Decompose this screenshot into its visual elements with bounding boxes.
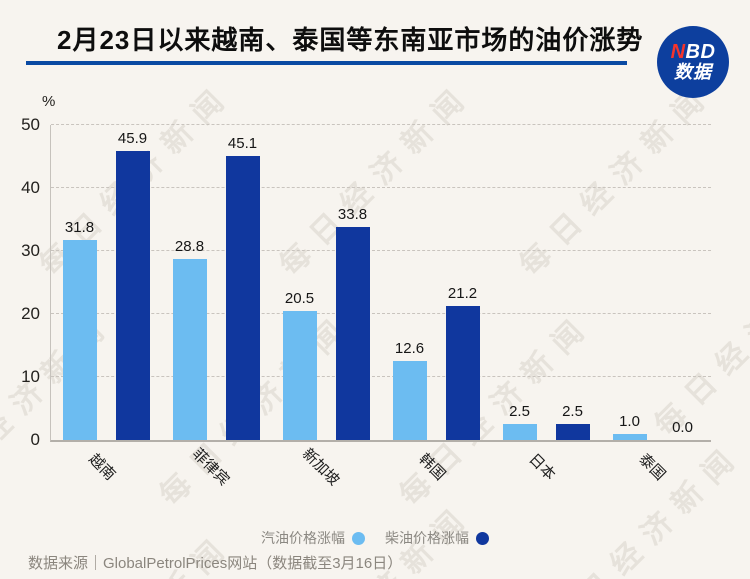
gridline (51, 250, 711, 251)
x-tick-label: 越南 (85, 450, 119, 484)
legend: 汽油价格涨幅 柴油价格涨幅 (0, 528, 750, 548)
y-axis-ticks: 0 10 20 30 40 50 (0, 116, 45, 449)
legend-item: 汽油价格涨幅 (261, 528, 365, 548)
bar: 45.9 (115, 130, 150, 440)
bar-value-label: 2.5 (509, 403, 530, 421)
bar-value-label: 21.2 (447, 285, 478, 303)
y-tick-label: 0 (30, 430, 40, 449)
bar-group: 28.8 45.1 (161, 125, 271, 440)
bar-value-label: 0.0 (672, 419, 693, 436)
bar-group: 12.6 21.2 (381, 125, 491, 440)
nbd-logo-subtext: 数据 (674, 62, 712, 83)
bar-value-label: 20.5 (284, 289, 315, 307)
bar-group: 20.5 33.8 (271, 125, 381, 440)
x-tick-label: 新加坡 (298, 445, 343, 490)
bar: 1.0 (612, 413, 647, 440)
bar: 33.8 (335, 206, 370, 440)
gridline (51, 313, 711, 314)
x-axis-labels: 越南 菲律宾 新加坡 韩国 日本 泰国 (50, 440, 710, 510)
bar-value-label: 45.9 (117, 129, 148, 147)
bar-group: 2.5 2.5 (491, 125, 601, 440)
gridline (51, 376, 711, 377)
bar: 2.5 (502, 403, 537, 440)
bar: 28.8 (172, 238, 207, 440)
nbd-logo-n: N (670, 41, 686, 64)
legend-label: 汽油价格涨幅 (261, 530, 345, 546)
x-tick-label: 菲律宾 (188, 445, 233, 490)
legend-marker (476, 531, 489, 545)
y-tick-label: 20 (21, 304, 40, 323)
bar-groups: 31.8 45.9 28.8 45.1 20.5 33.8 12.6 21.2 2.5 2.5 1.… (51, 125, 711, 440)
x-tick-label: 日本 (525, 450, 559, 484)
bar-value-label: 33.8 (337, 206, 368, 224)
y-tick-label: 10 (21, 367, 40, 386)
legend-marker (352, 531, 365, 545)
bar-value-label: 28.8 (174, 237, 205, 255)
bar-value-label: 45.1 (227, 134, 258, 152)
data-source-note: 数据来源｜GlobalPetrolPrices网站（数据截至3月16日） (28, 555, 403, 572)
bar: 31.8 (62, 219, 97, 440)
nbd-logo: NBD 数据 (657, 26, 729, 98)
bar: 20.5 (282, 290, 317, 440)
bar: 45.1 (225, 135, 260, 440)
nbd-logo-text: NBD (671, 42, 716, 63)
bar-group: 31.8 45.9 (51, 125, 161, 440)
bar: 12.6 (392, 340, 427, 440)
bar: 2.5 (555, 403, 590, 440)
bar-value-label: 31.8 (64, 218, 95, 236)
y-tick-label: 30 (21, 241, 40, 260)
legend-item: 柴油价格涨幅 (385, 528, 489, 548)
bar-value-label: 12.6 (394, 339, 425, 357)
bar-group: 1.0 0.0 (601, 125, 711, 440)
bar: 21.2 (445, 285, 480, 440)
title-underline (26, 61, 627, 65)
gridline (51, 187, 711, 188)
x-tick-label: 韩国 (415, 450, 449, 484)
page-title: 2月23日以来越南、泰国等东南亚市场的油价涨势 (57, 25, 644, 55)
nbd-logo-bd: BD (685, 41, 716, 64)
y-axis-unit-label: % (42, 93, 56, 110)
y-tick-label: 40 (21, 178, 40, 197)
x-tick-label: 泰国 (635, 450, 669, 484)
y-tick-label: 50 (21, 115, 40, 134)
plot-area: 31.8 45.9 28.8 45.1 20.5 33.8 12.6 21.2 2.5 2.5 1.… (50, 124, 711, 442)
bar-value-label: 2.5 (562, 403, 583, 421)
bar-value-label: 1.0 (619, 412, 640, 430)
gridline (51, 124, 711, 125)
legend-label: 柴油价格涨幅 (385, 530, 469, 546)
